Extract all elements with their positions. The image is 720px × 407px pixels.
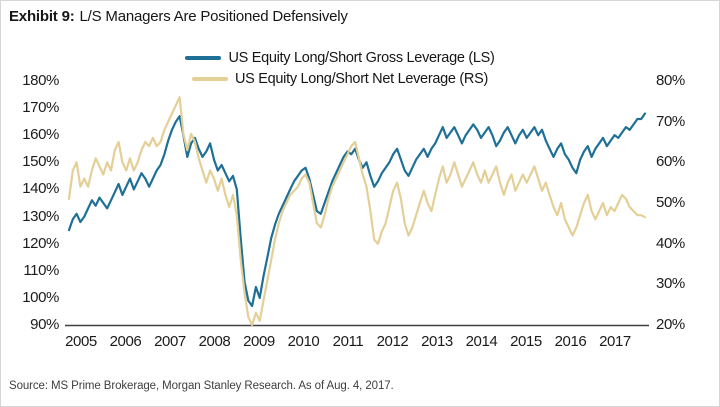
x-axis-tick-2008: 2008 (198, 333, 231, 350)
legend-item-gross: US Equity Long/Short Gross Leverage (LS) (185, 48, 495, 68)
y-axis-left-tick-160: 160% (22, 126, 59, 144)
y-axis-right-tick-30: 30% (656, 275, 685, 293)
x-axis-tick-2016: 2016 (554, 333, 587, 350)
chart-legend: US Equity Long/Short Gross Leverage (LS)… (1, 48, 679, 89)
net-leverage-line (67, 96, 647, 327)
y-axis-left-tick-140: 140% (22, 180, 59, 198)
y-axis-left-tick-90: 90% (30, 316, 59, 333)
exhibit-title: Exhibit 9: L/S Managers Are Positioned De… (9, 8, 348, 25)
x-axis-tick-2013: 2013 (421, 333, 453, 350)
y-axis-left-tick-180: 180% (22, 72, 59, 89)
x-axis-tick-2014: 2014 (465, 333, 498, 350)
legend-item-net: US Equity Long/Short Net Leverage (RS) (192, 69, 488, 89)
y-axis-left-tick-100: 100% (22, 288, 59, 306)
y-axis-left-tick-110: 110% (23, 261, 59, 279)
source-note: Source: MS Prime Brokerage, Morgan Stanl… (9, 380, 394, 392)
x-axis-tick-2011: 2011 (332, 333, 364, 350)
x-axis-tick-2012: 2012 (376, 333, 409, 350)
x-axis-tick-2015: 2015 (510, 333, 542, 350)
net-leverage-line-swatch (192, 77, 229, 81)
gross-leverage-line-swatch (185, 56, 222, 60)
x-axis-tick-2006: 2006 (109, 333, 142, 350)
y-axis-right-tick-80: 80% (656, 72, 685, 89)
exhibit-title-text: L/S Managers Are Positioned Defensively (79, 8, 348, 25)
legend-label-gross: US Equity Long/Short Gross Leverage (LS) (228, 50, 495, 66)
y-axis-left-tick-150: 150% (22, 153, 59, 171)
y-axis-right-tick-70: 70% (656, 112, 685, 130)
x-axis-tick-2005: 2005 (65, 333, 97, 350)
y-axis-right-tick-60: 60% (656, 153, 685, 171)
y-axis-left-tick-170: 170% (22, 99, 59, 117)
y-axis-right-tick-50: 50% (656, 194, 685, 211)
y-axis-left-tick-130: 130% (22, 207, 59, 225)
x-axis-tick-2007: 2007 (154, 333, 186, 350)
exhibit-number: Exhibit 9: (9, 8, 75, 25)
y-axis-right-tick-20: 20% (656, 316, 685, 333)
x-axis-tick-2009: 2009 (243, 333, 275, 350)
y-axis-right-tick-40: 40% (656, 234, 685, 252)
legend-label-net: US Equity Long/Short Net Leverage (RS) (235, 71, 488, 87)
y-axis-left-tick-120: 120% (22, 234, 59, 252)
x-axis-tick-2017: 2017 (599, 333, 631, 350)
x-axis-tick-2010: 2010 (287, 333, 320, 350)
